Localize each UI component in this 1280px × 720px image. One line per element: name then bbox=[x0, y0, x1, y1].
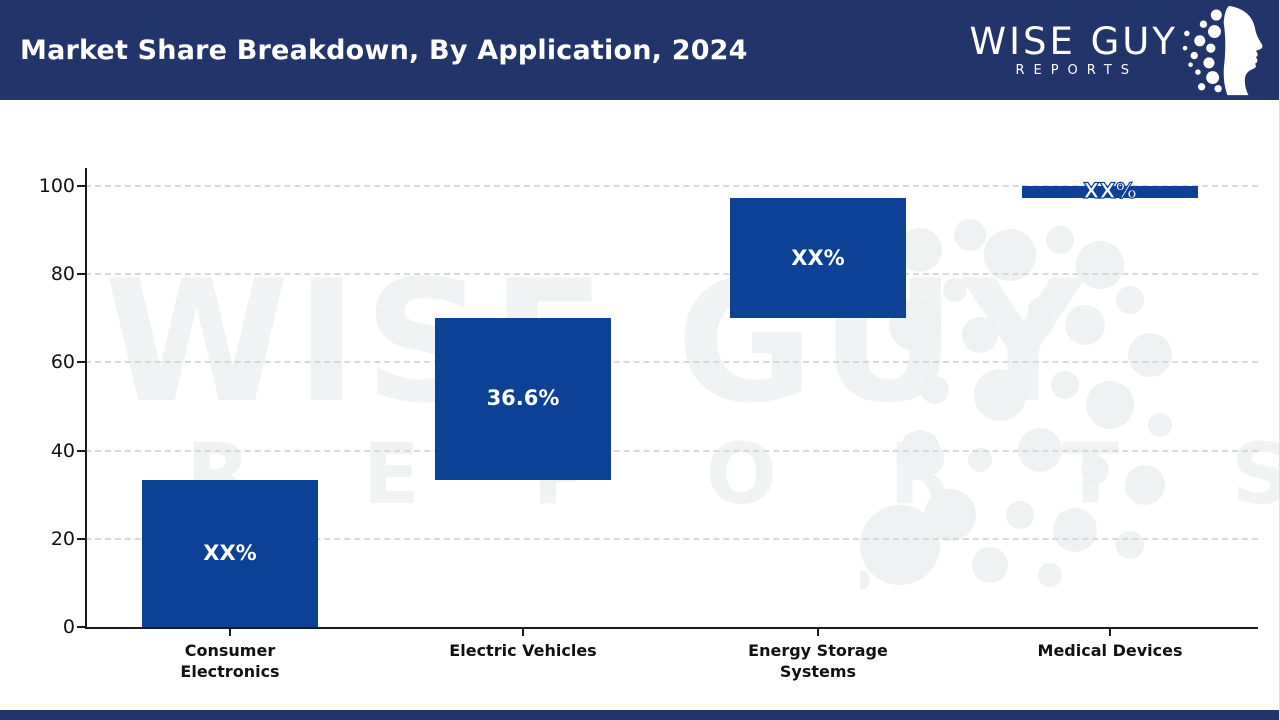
header-band: Market Share Breakdown, By Application, … bbox=[0, 0, 1279, 100]
wise-guy-logo: WISE GUY REPORTS bbox=[970, 4, 1279, 96]
bar-value-label: XX% bbox=[1083, 179, 1138, 204]
y-axis-tick-label: 0 bbox=[62, 616, 75, 638]
gridline bbox=[85, 185, 1258, 187]
gridline bbox=[85, 449, 1258, 452]
x-axis-label-medical-devices: Medical Devices bbox=[1037, 641, 1183, 660]
y-axis-tick-label: 80 bbox=[50, 263, 75, 286]
gridline bbox=[85, 537, 1258, 540]
y-axis-tick bbox=[77, 626, 85, 628]
watermark-face-dots bbox=[860, 219, 1172, 590]
x-axis-tick bbox=[522, 629, 524, 636]
logo-face-icon bbox=[1182, 5, 1263, 96]
y-axis-line bbox=[85, 168, 87, 629]
y-axis-tick-label: 40 bbox=[50, 439, 75, 462]
y-axis-tick-label: 20 bbox=[50, 527, 75, 550]
y-axis-tick bbox=[77, 449, 85, 452]
bar-value-label: 36.6% bbox=[486, 386, 560, 411]
bar-medical-devices: XX% bbox=[1022, 180, 1198, 203]
x-axis-label-energy-storage-systems: Energy Storage Systems bbox=[748, 641, 888, 681]
bar-consumer-electronics: XX% bbox=[142, 479, 318, 627]
x-axis-label-consumer-electronics: Consumer Electronics bbox=[180, 641, 280, 681]
bar-electric-vehicles: 36.6% bbox=[435, 318, 611, 480]
gridline bbox=[85, 361, 1258, 364]
y-axis-tick bbox=[77, 537, 85, 540]
y-axis-tick bbox=[77, 361, 85, 364]
wise-guy-logo-text: WISE GUY REPORTS bbox=[970, 23, 1178, 78]
y-axis-tick-label: 100 bbox=[38, 175, 75, 197]
x-axis-line bbox=[85, 627, 1258, 629]
bar-energy-storage-systems: XX% bbox=[730, 197, 906, 319]
page-title: Market Share Breakdown, By Application, … bbox=[20, 34, 748, 66]
bar-value-label: XX% bbox=[791, 245, 845, 270]
footer-band bbox=[0, 710, 1279, 720]
bar-value-label: XX% bbox=[203, 540, 257, 565]
y-axis-tick-label: 60 bbox=[50, 351, 75, 374]
x-axis-tick bbox=[817, 629, 819, 636]
gridline bbox=[85, 273, 1258, 276]
y-axis-tick bbox=[77, 273, 85, 276]
x-axis-tick bbox=[1109, 629, 1111, 636]
x-axis-tick bbox=[229, 629, 231, 636]
logo-reports-label: REPORTS bbox=[1015, 62, 1139, 78]
y-axis-tick bbox=[77, 185, 85, 187]
x-axis-label-electric-vehicles: Electric Vehicles bbox=[449, 641, 597, 660]
logo-wiseguy-label: WISE GUY bbox=[969, 19, 1178, 63]
